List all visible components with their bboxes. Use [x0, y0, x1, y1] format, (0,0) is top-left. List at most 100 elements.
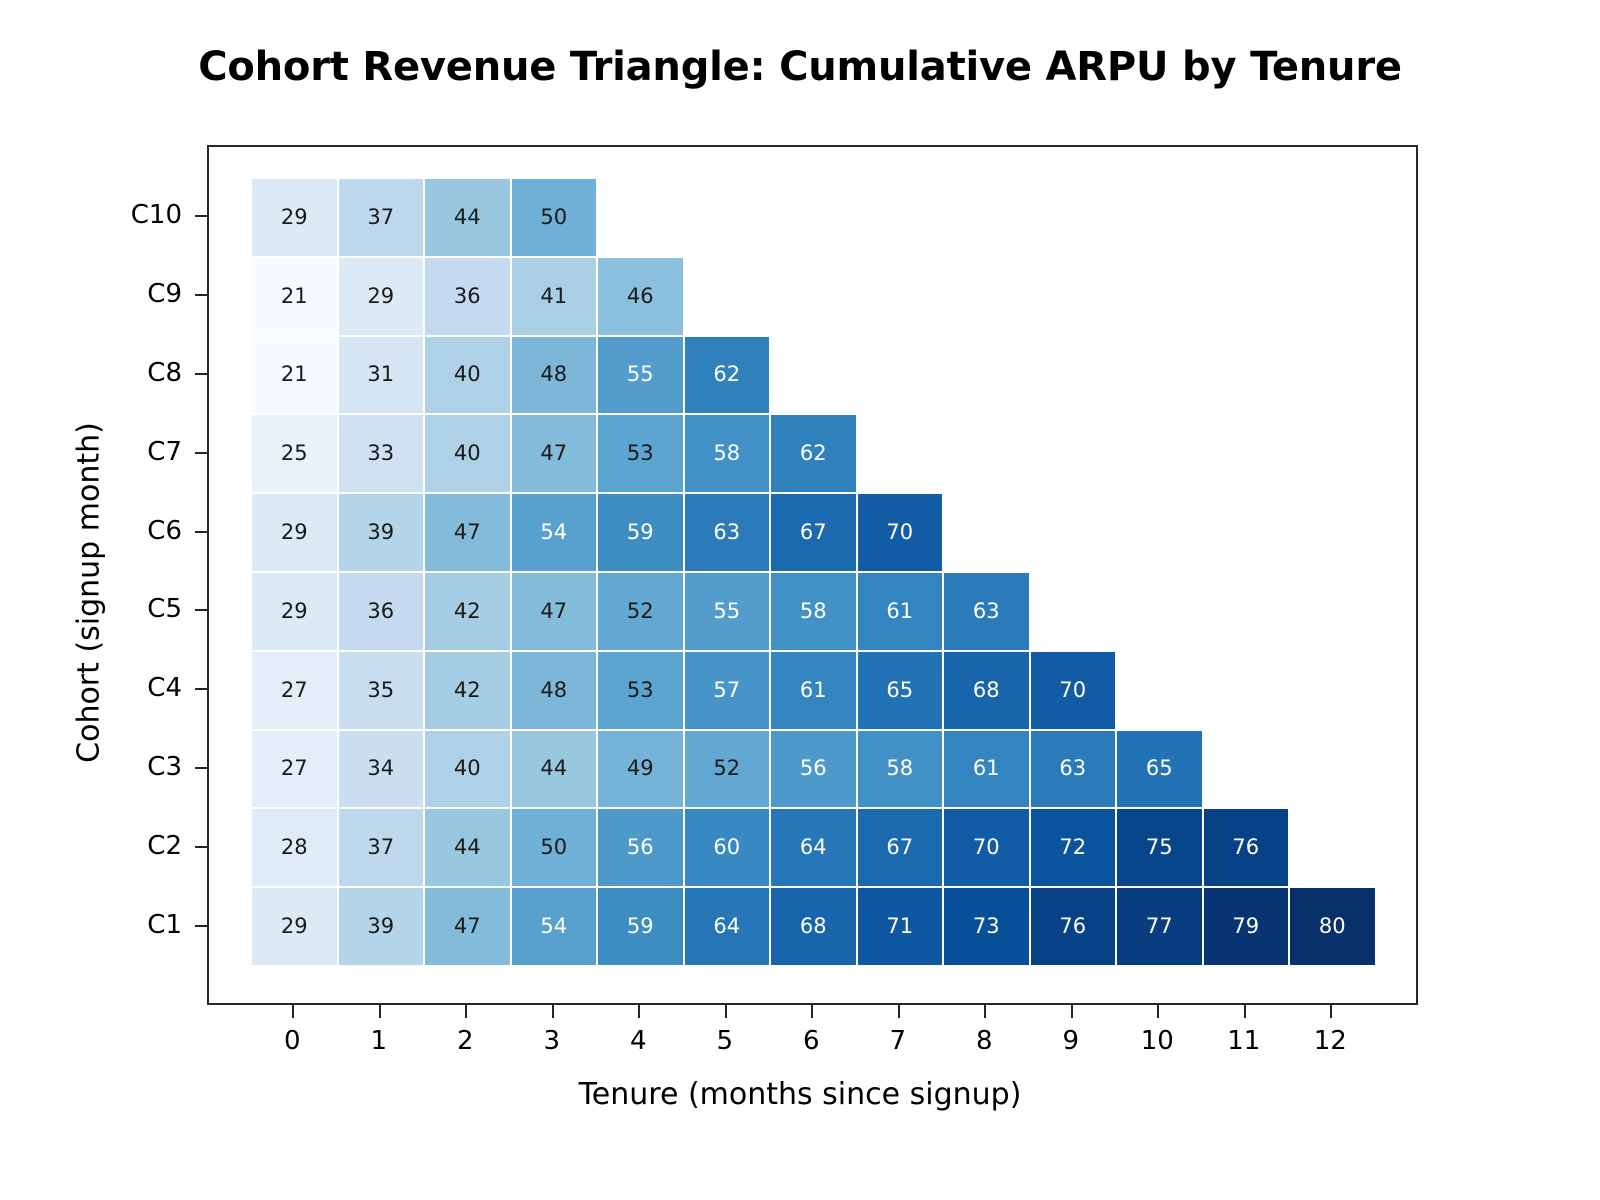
- heatmap-cell: 37: [337, 808, 424, 888]
- y-tick-mark: [195, 294, 208, 297]
- heatmap-cell: 40: [424, 414, 511, 494]
- y-tick-label: C10: [130, 200, 182, 231]
- heatmap-cell: 63: [943, 572, 1030, 651]
- heatmap-cell-value: 72: [1059, 835, 1087, 860]
- y-tick-label: C1: [147, 909, 182, 940]
- x-tick-label: 11: [1227, 1026, 1261, 1056]
- heatmap-cell: 50: [510, 178, 597, 257]
- heatmap-cell-value: 77: [1145, 914, 1173, 939]
- heatmap-cell: 48: [510, 650, 597, 730]
- heatmap-cell: 29: [337, 256, 424, 336]
- heatmap-cell-value: 36: [453, 283, 481, 308]
- y-tick-label: C3: [147, 752, 182, 782]
- heatmap-cell-value: 37: [367, 835, 395, 860]
- heatmap-cell: 56: [770, 729, 857, 809]
- heatmap-cell: 49: [597, 729, 684, 809]
- x-tick-mark: [638, 1005, 641, 1018]
- heatmap-cell-value: 27: [280, 756, 308, 781]
- heatmap-cell: 61: [856, 572, 943, 651]
- heatmap-cell: 55: [683, 572, 770, 651]
- heatmap-cell-value: 63: [713, 520, 741, 545]
- heatmap-cell-value: 70: [972, 835, 1000, 860]
- heatmap-cell-value: 44: [453, 204, 481, 229]
- x-tick-mark: [1243, 1005, 1246, 1018]
- heatmap-cell-value: 53: [626, 441, 654, 466]
- x-tick-label: 12: [1313, 1026, 1347, 1056]
- heatmap-cell: 36: [337, 572, 424, 651]
- x-tick-label: 3: [543, 1026, 561, 1056]
- heatmap-cell: 46: [597, 256, 684, 336]
- heatmap-cell: 76: [1029, 887, 1116, 966]
- heatmap-cell-value: 47: [540, 441, 568, 466]
- y-axis-label: Cohort (signup month): [71, 422, 107, 763]
- heatmap-cell-value: 29: [280, 520, 308, 545]
- heatmap-cell: 56: [597, 808, 684, 888]
- heatmap-cell-value: 49: [626, 756, 654, 781]
- heatmap-cell: 29: [251, 887, 338, 966]
- heatmap-cell-value: 80: [1318, 914, 1346, 939]
- x-tick-mark: [984, 1005, 987, 1018]
- y-tick-mark: [195, 767, 208, 769]
- heatmap-cell-value: 52: [713, 756, 741, 781]
- y-tick-label: C9: [147, 279, 182, 310]
- y-tick-label: C7: [147, 436, 182, 467]
- heatmap-cell: 39: [337, 887, 424, 966]
- heatmap-cell-value: 34: [367, 756, 395, 781]
- heatmap-cell: 70: [943, 808, 1030, 888]
- heatmap-cell-value: 58: [799, 598, 827, 623]
- heatmap-cell-value: 61: [886, 598, 914, 623]
- heatmap-cell-value: 50: [540, 835, 568, 860]
- y-tick-mark: [195, 924, 208, 927]
- heatmap-cell: 64: [683, 887, 770, 966]
- heatmap-cell: 59: [597, 493, 684, 572]
- heatmap-cell-value: 68: [972, 677, 1000, 702]
- heatmap-cell-value: 47: [453, 914, 481, 939]
- heatmap-cell-value: 54: [540, 914, 568, 939]
- heatmap-cell: 53: [597, 414, 684, 494]
- heatmap-cell: 42: [424, 650, 511, 730]
- heatmap-cell-value: 65: [1145, 756, 1173, 781]
- y-tick-mark: [195, 530, 208, 533]
- heatmap-cell: 36: [424, 256, 511, 336]
- heatmap-cell: 47: [510, 572, 597, 651]
- heatmap-cell-value: 64: [713, 914, 741, 939]
- heatmap-cell: 42: [424, 572, 511, 651]
- heatmap-cell-value: 61: [799, 677, 827, 702]
- heatmap-cell-value: 79: [1232, 914, 1260, 939]
- heatmap-cell: 72: [1029, 808, 1116, 888]
- heatmap-cell: 70: [856, 493, 943, 572]
- heatmap-cell-value: 59: [626, 914, 654, 939]
- heatmap-cell-value: 39: [367, 914, 395, 939]
- heatmap-cell: 53: [597, 650, 684, 730]
- x-tick-mark: [724, 1005, 727, 1018]
- heatmap-cell-value: 50: [540, 204, 568, 229]
- heatmap-cell: 76: [1202, 808, 1289, 888]
- heatmap-cell: 67: [770, 493, 857, 572]
- heatmap-cell: 58: [683, 414, 770, 494]
- heatmap-cell-value: 58: [713, 441, 741, 466]
- heatmap-cell-value: 54: [540, 520, 568, 545]
- heatmap-cell: 61: [943, 729, 1030, 809]
- heatmap-cell: 44: [424, 178, 511, 257]
- heatmap-cell-value: 35: [367, 677, 395, 702]
- heatmap-cell-value: 37: [367, 204, 395, 229]
- heatmap-cell: 62: [770, 414, 857, 494]
- heatmap-cell: 63: [1029, 729, 1116, 809]
- heatmap-cell: 40: [424, 729, 511, 809]
- heatmap-cell: 41: [510, 256, 597, 336]
- heatmap-cell-value: 39: [367, 520, 395, 545]
- heatmap-cell-value: 31: [367, 362, 395, 387]
- x-tick-label: 8: [975, 1026, 993, 1056]
- heatmap-cell: 28: [251, 808, 338, 888]
- heatmap-cell-value: 36: [367, 598, 395, 623]
- heatmap-cell-value: 56: [799, 756, 827, 781]
- heatmap-cell-value: 40: [453, 362, 481, 387]
- heatmap-cell: 39: [337, 493, 424, 572]
- x-tick-label: 9: [1062, 1026, 1080, 1056]
- heatmap-cell-value: 68: [799, 914, 827, 939]
- x-tick-mark: [811, 1005, 814, 1018]
- heatmap-cell: 65: [1116, 729, 1203, 809]
- heatmap-cell-value: 42: [453, 598, 481, 623]
- heatmap-cell-value: 63: [972, 598, 1000, 623]
- heatmap-cell: 59: [597, 887, 684, 966]
